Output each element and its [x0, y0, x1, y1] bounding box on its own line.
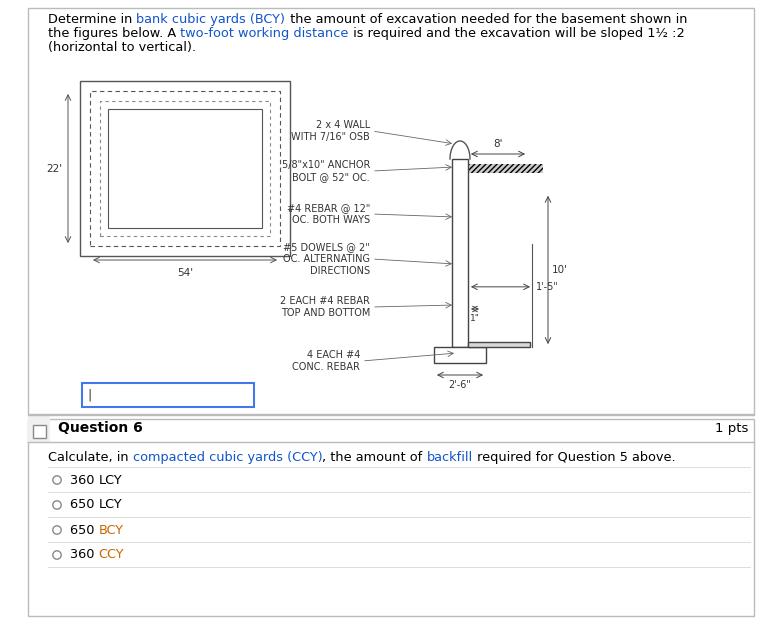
Circle shape [52, 551, 61, 559]
Text: backfill: backfill [427, 451, 473, 464]
Bar [82, 383, 254, 407]
Text: 650: 650 [70, 499, 99, 512]
Bar [452, 159, 468, 347]
Text: Question 6: Question 6 [58, 422, 143, 435]
Text: 360: 360 [70, 548, 99, 561]
Text: LCY: LCY [99, 473, 122, 486]
Text: 360: 360 [70, 473, 99, 486]
Bar [468, 342, 530, 347]
Text: 2 x 4 WALL
WITH 7/16" OSB: 2 x 4 WALL WITH 7/16" OSB [291, 120, 370, 142]
Text: (horizontal to vertical).: (horizontal to vertical). [48, 41, 196, 54]
Bar [28, 415, 50, 442]
Bar [28, 419, 754, 616]
Text: LCY: LCY [99, 499, 122, 512]
Bar [100, 101, 270, 236]
Text: BCY: BCY [99, 524, 124, 537]
Text: 2'-6": 2'-6" [449, 380, 471, 390]
Text: #4 REBAR @ 12"
OC. BOTH WAYS: #4 REBAR @ 12" OC. BOTH WAYS [287, 203, 370, 225]
Text: 4 EACH #4
CONC. REBAR: 4 EACH #4 CONC. REBAR [292, 350, 360, 372]
Text: 1": 1" [470, 314, 480, 323]
Text: 650: 650 [70, 524, 99, 537]
Bar [33, 425, 46, 438]
Text: 1'-5": 1'-5" [536, 282, 559, 292]
Text: the figures below. A: the figures below. A [48, 27, 180, 40]
Text: 10': 10' [552, 265, 568, 275]
Circle shape [52, 501, 61, 509]
Text: , the amount of: , the amount of [323, 451, 427, 464]
Circle shape [52, 476, 61, 484]
Bar [434, 347, 486, 363]
Text: 8': 8' [493, 139, 503, 149]
Text: two-foot working distance: two-foot working distance [180, 27, 348, 40]
Circle shape [52, 526, 61, 534]
Text: bank cubic yards (BCY): bank cubic yards (BCY) [136, 13, 286, 26]
Text: 1 pts: 1 pts [715, 422, 748, 435]
Text: #5 DOWELS @ 2"
OC. ALTERNATING
DIRECTIONS: #5 DOWELS @ 2" OC. ALTERNATING DIRECTION… [283, 242, 370, 276]
Bar [468, 164, 543, 173]
Text: 2 EACH #4 REBAR
TOP AND BOTTOM: 2 EACH #4 REBAR TOP AND BOTTOM [280, 296, 370, 318]
Bar [28, 8, 754, 414]
Text: CCY: CCY [99, 548, 124, 561]
Text: the amount of excavation needed for the basement shown in: the amount of excavation needed for the … [286, 13, 687, 26]
Bar [90, 91, 280, 246]
Text: 54': 54' [177, 268, 193, 278]
Text: compacted cubic yards (CCY): compacted cubic yards (CCY) [133, 451, 323, 464]
Text: Calculate, in: Calculate, in [48, 451, 133, 464]
Text: is required and the excavation will be sloped 1½ :2: is required and the excavation will be s… [348, 27, 684, 40]
Text: Determine in: Determine in [48, 13, 136, 26]
Bar [108, 109, 262, 228]
Text: 22': 22' [46, 163, 62, 173]
Text: 5/8"x10" ANCHOR
BOLT @ 52" OC.: 5/8"x10" ANCHOR BOLT @ 52" OC. [282, 160, 370, 182]
Text: required for Question 5 above.: required for Question 5 above. [473, 451, 676, 464]
Bar [80, 81, 290, 256]
Text: |: | [87, 389, 92, 402]
